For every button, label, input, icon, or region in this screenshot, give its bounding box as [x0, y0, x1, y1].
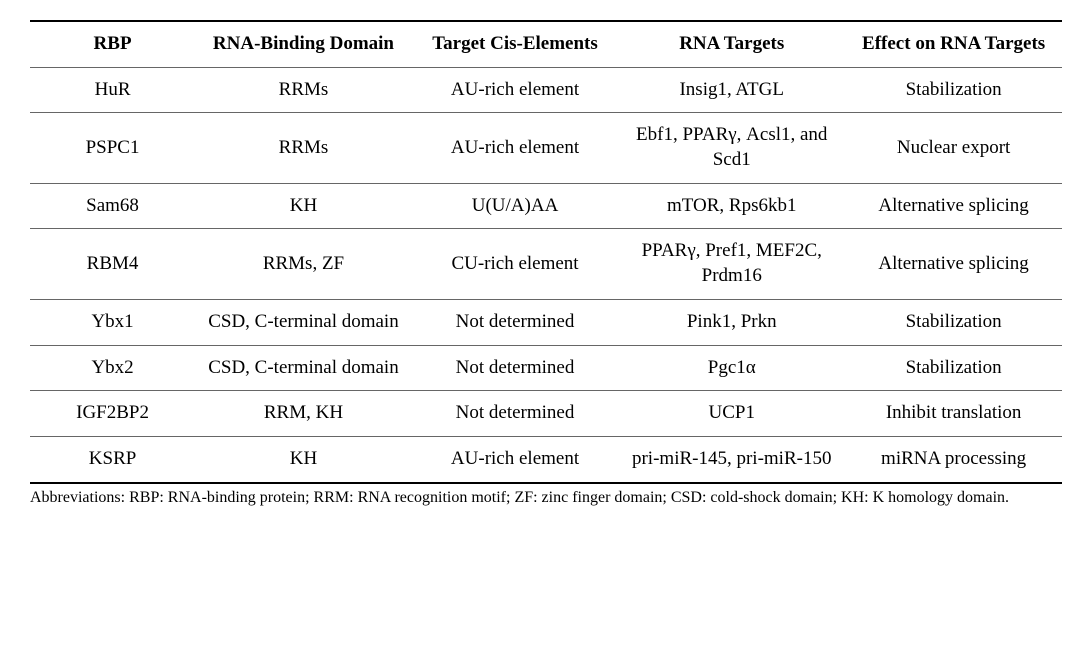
cell-rbp: Sam68 — [30, 183, 195, 229]
cell-rbp: RBM4 — [30, 229, 195, 299]
cell-domain: RRMs — [195, 113, 412, 183]
table-row: Ybx2 CSD, C-terminal domain Not determin… — [30, 345, 1062, 391]
header-domain: RNA-Binding Domain — [195, 21, 412, 67]
cell-cis: Not determined — [412, 299, 618, 345]
cell-effect: Nuclear export — [845, 113, 1062, 183]
cell-cis: Not determined — [412, 345, 618, 391]
header-cis: Target Cis-Elements — [412, 21, 618, 67]
cell-cis: AU-rich element — [412, 113, 618, 183]
cell-targets: PPARγ, Pref1, MEF2C, Prdm16 — [618, 229, 845, 299]
cell-targets: Ebf1, PPARγ, Acsl1, and Scd1 — [618, 113, 845, 183]
cell-effect: Stabilization — [845, 67, 1062, 113]
cell-cis: U(U/A)AA — [412, 183, 618, 229]
cell-domain: RRM, KH — [195, 391, 412, 437]
table-row: Ybx1 CSD, C-terminal domain Not determin… — [30, 299, 1062, 345]
cell-cis: CU-rich element — [412, 229, 618, 299]
cell-rbp: HuR — [30, 67, 195, 113]
cell-rbp: PSPC1 — [30, 113, 195, 183]
table-row: RBM4 RRMs, ZF CU-rich element PPARγ, Pre… — [30, 229, 1062, 299]
cell-rbp: KSRP — [30, 436, 195, 482]
cell-domain: CSD, C-terminal domain — [195, 299, 412, 345]
cell-effect: Alternative splicing — [845, 183, 1062, 229]
cell-targets: pri-miR-145, pri-miR-150 — [618, 436, 845, 482]
table-header-row: RBP RNA-Binding Domain Target Cis-Elemen… — [30, 21, 1062, 67]
table-row: IGF2BP2 RRM, KH Not determined UCP1 Inhi… — [30, 391, 1062, 437]
rbp-table: RBP RNA-Binding Domain Target Cis-Elemen… — [30, 20, 1062, 484]
cell-effect: Inhibit translation — [845, 391, 1062, 437]
cell-cis: Not determined — [412, 391, 618, 437]
cell-domain: KH — [195, 183, 412, 229]
cell-targets: Insig1, ATGL — [618, 67, 845, 113]
header-targets: RNA Targets — [618, 21, 845, 67]
cell-targets: mTOR, Rps6kb1 — [618, 183, 845, 229]
cell-effect: miRNA processing — [845, 436, 1062, 482]
header-rbp: RBP — [30, 21, 195, 67]
cell-targets: Pgc1α — [618, 345, 845, 391]
table-row: KSRP KH AU-rich element pri-miR-145, pri… — [30, 436, 1062, 482]
cell-domain: RRMs, ZF — [195, 229, 412, 299]
cell-effect: Alternative splicing — [845, 229, 1062, 299]
table-footnote: Abbreviations: RBP: RNA-binding protein;… — [30, 484, 1062, 508]
cell-domain: CSD, C-terminal domain — [195, 345, 412, 391]
cell-effect: Stabilization — [845, 299, 1062, 345]
header-effect: Effect on RNA Targets — [845, 21, 1062, 67]
cell-rbp: IGF2BP2 — [30, 391, 195, 437]
cell-domain: KH — [195, 436, 412, 482]
cell-cis: AU-rich element — [412, 67, 618, 113]
rbp-table-container: RBP RNA-Binding Domain Target Cis-Elemen… — [30, 20, 1062, 508]
cell-targets: UCP1 — [618, 391, 845, 437]
table-row: HuR RRMs AU-rich element Insig1, ATGL St… — [30, 67, 1062, 113]
cell-targets: Pink1, Prkn — [618, 299, 845, 345]
cell-cis: AU-rich element — [412, 436, 618, 482]
cell-rbp: Ybx2 — [30, 345, 195, 391]
cell-effect: Stabilization — [845, 345, 1062, 391]
cell-rbp: Ybx1 — [30, 299, 195, 345]
table-row: PSPC1 RRMs AU-rich element Ebf1, PPARγ, … — [30, 113, 1062, 183]
table-row: Sam68 KH U(U/A)AA mTOR, Rps6kb1 Alternat… — [30, 183, 1062, 229]
cell-domain: RRMs — [195, 67, 412, 113]
table-body: HuR RRMs AU-rich element Insig1, ATGL St… — [30, 67, 1062, 482]
